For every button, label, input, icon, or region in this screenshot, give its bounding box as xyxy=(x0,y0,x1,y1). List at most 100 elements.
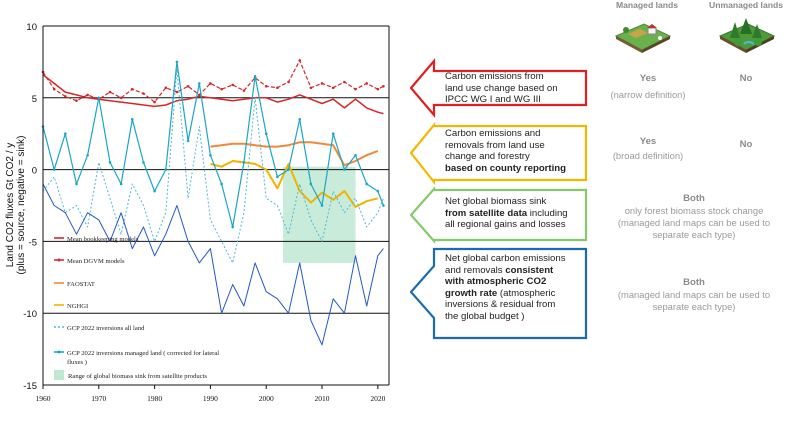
callout-land-use-emissions: Carbon emissions from land use change ba… xyxy=(410,58,588,118)
callout-line: Carbon emissions from xyxy=(445,71,544,82)
series-line xyxy=(42,74,384,115)
callout-line: inversions & residual from xyxy=(445,299,556,311)
managed-farm-icon xyxy=(614,23,672,53)
series-point xyxy=(186,85,190,88)
series-point xyxy=(175,60,179,64)
callout-line: Net global carbon emissions xyxy=(445,253,566,264)
series-point xyxy=(64,132,67,135)
series-point xyxy=(197,93,201,97)
series-point xyxy=(298,59,302,62)
series-point xyxy=(86,93,89,97)
series-point xyxy=(320,82,324,85)
legend-label: NGHGI xyxy=(67,303,88,310)
series-point xyxy=(52,87,56,91)
callout-line: from satellite data including xyxy=(445,207,568,219)
row2-managed: Yes (broad definition) xyxy=(612,136,684,161)
series-point xyxy=(343,168,346,171)
series-point xyxy=(231,83,235,87)
series-point xyxy=(276,86,279,90)
series-point xyxy=(354,87,357,91)
y-tick-label: 10 xyxy=(26,22,37,33)
series-point xyxy=(119,96,123,100)
flux-chart: 10 5 0 -5 -10 -15 1960 1970 1980 1990 2000 2010 2020… xyxy=(5,22,390,403)
series-point xyxy=(108,161,112,164)
y-tick-label: -10 xyxy=(23,309,37,320)
series-point xyxy=(331,86,335,90)
series-line xyxy=(42,68,384,264)
legend-marker xyxy=(57,350,61,354)
y-tick-label: -15 xyxy=(23,381,37,392)
series-point xyxy=(376,87,380,91)
series-point xyxy=(343,80,346,84)
x-tick-label: 2020 xyxy=(370,394,385,403)
series-point xyxy=(276,175,279,179)
series-point xyxy=(220,87,223,91)
x-tick-label: 1970 xyxy=(91,394,106,403)
series-point xyxy=(365,82,368,85)
legend-label: GCP 2022 inversions managed land ( corre… xyxy=(67,350,219,357)
series-point xyxy=(242,161,246,164)
callout-line: growth rate (atmospheric xyxy=(445,287,556,299)
callout-line: Carbon emissions and xyxy=(445,128,541,139)
series-point xyxy=(153,189,156,193)
callout-line-bold: based on county reporting xyxy=(445,162,566,174)
series-point xyxy=(320,204,324,207)
series-line xyxy=(42,61,384,228)
series-point xyxy=(119,182,123,186)
series-point xyxy=(365,182,368,186)
column-header-managed: Managed lands xyxy=(615,0,679,10)
series-point xyxy=(108,90,112,94)
series-point xyxy=(75,182,78,186)
series-point xyxy=(86,153,89,157)
series-point xyxy=(153,100,156,104)
series-point xyxy=(164,168,168,171)
series-point xyxy=(354,153,357,157)
y-axis-label: Land CO2 fluxes Gt CO2 / y xyxy=(5,143,16,268)
series-point xyxy=(298,118,302,121)
series-point xyxy=(231,225,235,229)
callout-line: removals from land use xyxy=(445,139,545,151)
series-point xyxy=(175,90,179,94)
series-point xyxy=(142,92,145,95)
series-point xyxy=(382,85,385,88)
x-tick-label: 2010 xyxy=(315,394,330,403)
series-point xyxy=(264,132,268,135)
x-tick-label: 1960 xyxy=(36,394,51,403)
series-point xyxy=(220,182,223,186)
y-tick-label: -5 xyxy=(29,237,37,248)
series-point xyxy=(376,189,380,193)
series-point xyxy=(130,87,134,91)
callout-country-reporting: Carbon emissions and removals from land … xyxy=(410,122,588,186)
row2-unmanaged: No xyxy=(739,139,753,150)
series-line xyxy=(210,160,379,208)
callout-line: land use change based on xyxy=(445,82,558,94)
series-point xyxy=(253,74,257,78)
series-point xyxy=(52,168,56,171)
series-point xyxy=(142,161,145,164)
series-point xyxy=(331,132,335,135)
x-tick-label: 1990 xyxy=(203,394,218,403)
row1-managed: Yes (narrow definition) xyxy=(610,73,686,100)
satellite-range-band xyxy=(282,166,356,263)
y-tick-label: 0 xyxy=(32,166,37,177)
callout-line: IPCC WG I and WG III xyxy=(445,94,541,106)
legend-marker xyxy=(57,258,61,262)
callout-line: and removals consistent xyxy=(445,264,554,276)
callout-atmospheric: Net global carbon emissions and removals… xyxy=(410,246,588,340)
series-point xyxy=(130,118,134,121)
row4-both: Both (managed land maps can be used to s… xyxy=(617,277,771,312)
callout-line: change and forestry xyxy=(445,151,530,163)
y-tick-label: 5 xyxy=(32,94,37,105)
series-point xyxy=(209,153,212,157)
series-point xyxy=(186,139,190,143)
series-point xyxy=(309,86,313,90)
legend-label: Mean bookkeeping models xyxy=(67,236,139,243)
callout-satellite: Net global biomass sink from satellite d… xyxy=(410,186,588,244)
series-point xyxy=(75,99,78,102)
legend-label: Mean DGVM models xyxy=(67,258,125,265)
series-point xyxy=(287,80,290,84)
legend-label: GCP 2022 inversions all land xyxy=(67,325,145,332)
series-line xyxy=(42,59,384,103)
callout-line: with atmospheric CO2 xyxy=(445,276,547,288)
series-point xyxy=(197,82,201,85)
